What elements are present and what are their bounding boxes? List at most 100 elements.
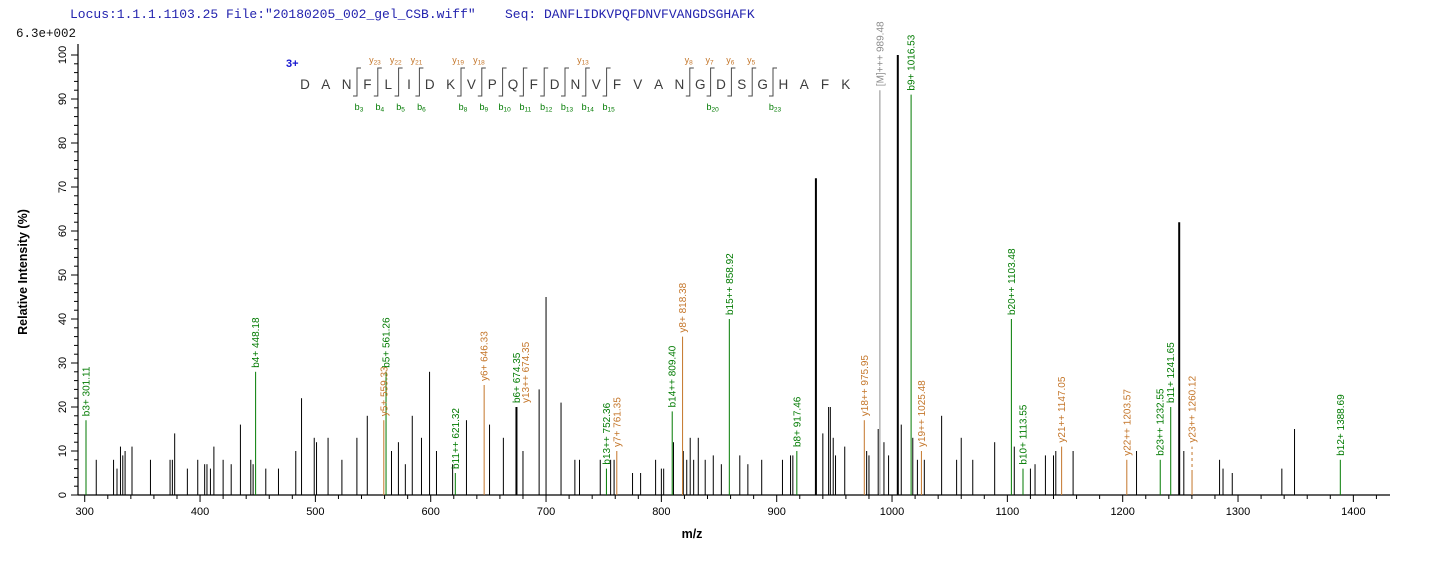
x-tick-label: 400 (191, 506, 209, 518)
precursor-charge-label: 3+ (286, 58, 299, 70)
b-ion-peak-label: b23++ 1232.55 (1156, 388, 1167, 456)
y-ion-tag: y18 (473, 55, 485, 67)
b-ion-peak-label: b20++ 1103.48 (1007, 248, 1018, 315)
y-tick-label: 30 (57, 357, 69, 369)
b-ion-tag: b14 (582, 102, 595, 114)
sequence-residue: Q (508, 77, 519, 92)
fragment-mark (561, 67, 569, 97)
b-ion-peak-label: b6+ 674.35 (512, 352, 523, 403)
sequence-residue: F (821, 77, 829, 92)
b-ion-peak-label: b5+ 561.26 (382, 317, 393, 368)
fragment-mark (769, 67, 777, 97)
fragment-mark (373, 67, 382, 97)
base-peak-intensity-label: 6.3e+002 (16, 27, 76, 41)
y-ion-tag: y8 (685, 55, 694, 67)
axes: 300 400 500 600 700 800 900 1000 1100 1200 1300 140… (57, 44, 1390, 518)
y-ion-peak-label: y8+ 818.38 (678, 282, 689, 332)
b-ion-tag: b15 (602, 102, 615, 114)
b-ion-tag: b11 (520, 102, 532, 114)
y-ion-peak-label: y23++ 1260.12 (1188, 375, 1199, 442)
fragment-mark (602, 67, 611, 97)
y-tick-label: 100 (57, 46, 69, 64)
b-ion-tag: b9 (479, 102, 488, 114)
y-tick-label: 20 (57, 401, 69, 413)
y-ion-peak-label: y5+ 559.33 (379, 366, 390, 416)
ms-peaks (85, 55, 1341, 495)
y-ion-tag: y13 (577, 55, 589, 67)
b-ion-peak-label: b12+ 1388.69 (1336, 394, 1347, 456)
x-tick-label: 300 (76, 506, 94, 518)
sequence-residue: D (550, 77, 560, 92)
y-ion-tag: y6 (726, 55, 735, 67)
fragment-mark (748, 67, 757, 97)
sequence-residue: I (407, 77, 411, 92)
x-tick-label: 600 (422, 506, 440, 518)
x-tick-label: 1400 (1341, 506, 1365, 518)
sequence-residue: G (695, 77, 706, 92)
b-ion-tag: b13 (561, 102, 574, 114)
sequence-residue: A (321, 77, 330, 92)
y-ion-peak-label: y6+ 646.33 (480, 331, 491, 381)
y-axis-title: Relative Intensity (%) (16, 209, 30, 335)
b-ion-tag: b8 (459, 102, 468, 114)
b-ion-peak-label: b8+ 917.46 (792, 396, 803, 447)
b-ion-peak-label: b13++ 752.36 (602, 402, 613, 464)
sequence-residue: N (675, 77, 685, 92)
b-ion-tag: b12 (540, 102, 553, 114)
sequence-residue: N (571, 77, 581, 92)
y-ion-peak-label: y7+ 761.35 (612, 397, 623, 447)
fragment-mark (727, 67, 736, 97)
y-ion-peak-label: y19++ 1025.48 (917, 380, 928, 447)
sequence-residue: F (530, 77, 538, 92)
b-ion-tag: b3 (355, 102, 364, 114)
x-tick-label: 1000 (880, 506, 904, 518)
sequence-residue: N (342, 77, 352, 92)
precursor-ion-peak-label: [M]+++ 989.48 (875, 21, 886, 86)
y-tick-label: 50 (57, 269, 69, 281)
b-ion-tag: b4 (375, 102, 384, 114)
b-ion-tag: b23 (769, 102, 782, 114)
sequence-residue: V (467, 77, 476, 92)
sequence-residue: H (779, 77, 789, 92)
x-tick-label: 700 (537, 506, 555, 518)
y-ion-tag: y23 (369, 55, 381, 67)
sequence-residue: F (613, 77, 621, 92)
fragment-mark (353, 67, 361, 97)
y-tick-label: 60 (57, 225, 69, 237)
x-axis-title: m/z (682, 527, 703, 541)
b-ion-tag: b6 (417, 102, 426, 114)
sequence-residue: A (800, 77, 809, 92)
fragment-mark (685, 67, 694, 97)
y-ion-peak-label: y13++ 674.35 (521, 341, 532, 403)
sequence-residue: A (654, 77, 663, 92)
b-ion-peak-label: b10+ 1113.55 (1018, 404, 1029, 464)
y-ion-tag: y22 (390, 55, 402, 67)
sequence-residue: D (425, 77, 435, 92)
b-ion-peak-label: b9+ 1016.53 (907, 34, 918, 90)
fragment-mark (415, 67, 424, 97)
b-ion-tag: b20 (706, 102, 719, 114)
sequence-residue: G (757, 77, 768, 92)
y-ion-tag: y7 (705, 55, 714, 67)
sequence-header-label: Seq: DANFLIDKVPQFDNVFVANGDSGHAFK (505, 7, 755, 22)
x-tick-label: 1100 (996, 506, 1020, 518)
sequence-residue: D (716, 77, 726, 92)
b-ion-peak-label: b3+ 301.11 (82, 366, 93, 416)
sequence-residue: F (363, 77, 371, 92)
sequence-residue: L (384, 77, 392, 92)
x-tick-label: 1300 (1226, 506, 1250, 518)
sequence-residue: S (737, 77, 746, 92)
sequence-residue: V (592, 77, 601, 92)
b-ion-tag: b5 (396, 102, 405, 114)
y-ion-tag: y5 (747, 55, 756, 67)
sequence-residue: P (488, 77, 497, 92)
fragment-mark (498, 67, 507, 97)
locus-file-label: Locus:1.1.1.1103.25 File:"20180205_002_g… (70, 7, 476, 22)
y-ion-peak-label: y18++ 975.95 (860, 355, 871, 417)
b-ion-peak-label: b4+ 448.18 (251, 317, 262, 368)
x-tick-label: 800 (652, 506, 670, 518)
x-tick-label: 500 (306, 506, 324, 518)
sequence-residue: K (841, 77, 850, 92)
sequence-residue: V (633, 77, 642, 92)
